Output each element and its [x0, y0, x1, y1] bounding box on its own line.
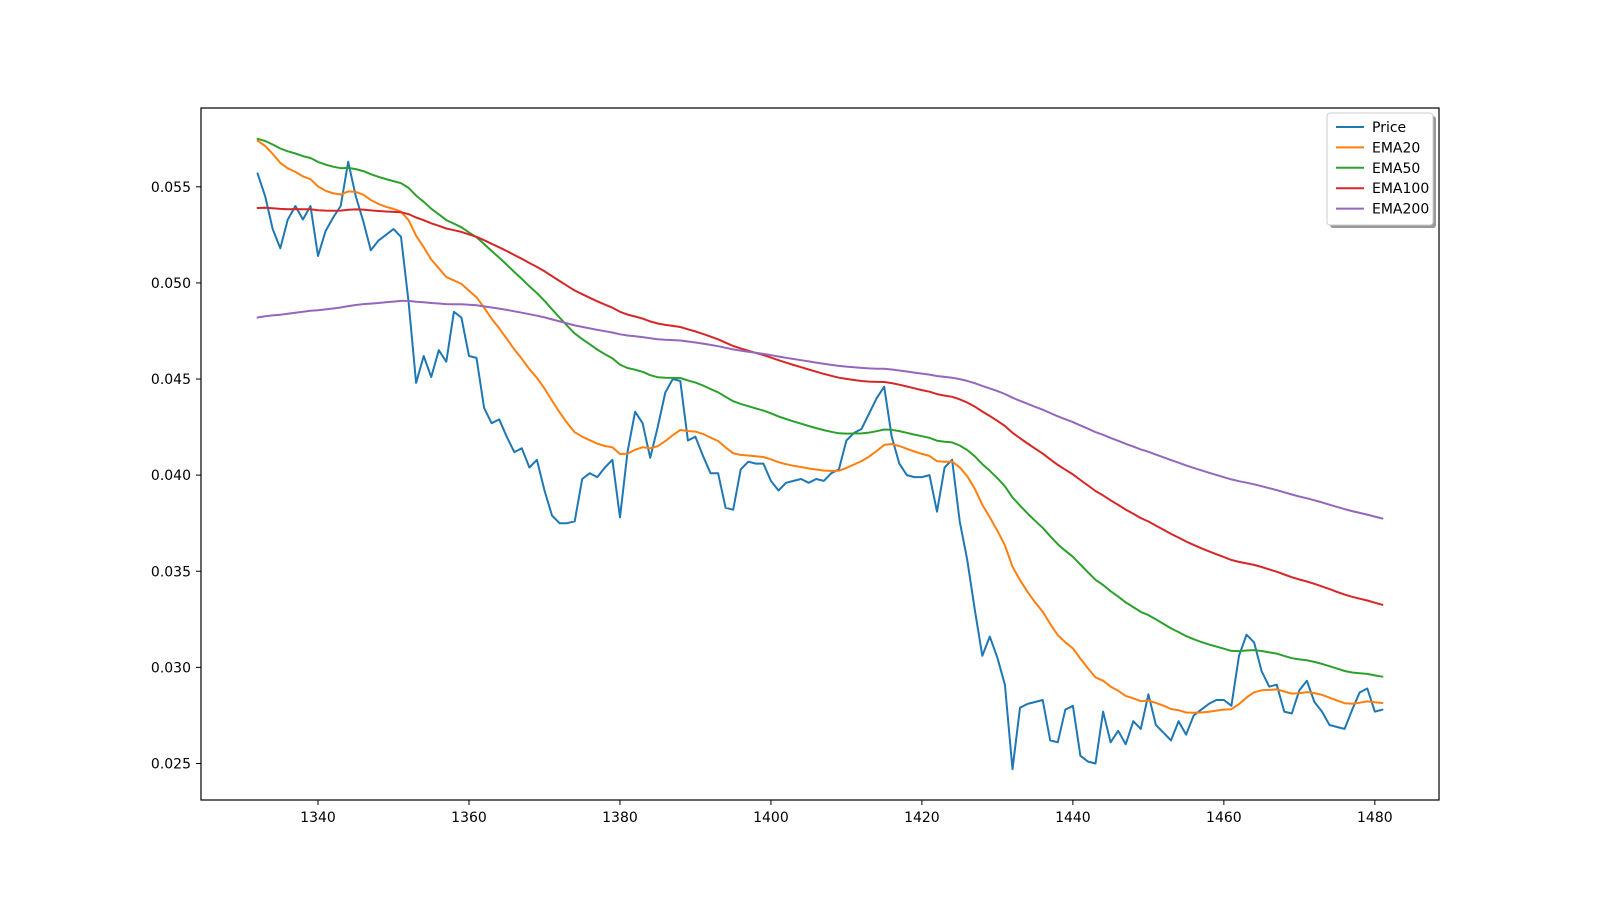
- legend-label-ema100: EMA100: [1372, 181, 1429, 197]
- x-tick-label: 1420: [904, 810, 940, 826]
- x-tick-label: 1360: [451, 810, 487, 826]
- plot-area: [201, 108, 1439, 800]
- x-tick-label: 1400: [753, 810, 789, 826]
- series-line-price: [256, 160, 1384, 771]
- series-line-ema200: [256, 299, 1384, 520]
- axes-ticks: 1340 1360 1380 1400 1420 1440 1460 1480 0.025 0.0…: [151, 180, 1393, 826]
- y-tick-label: 0.025: [151, 756, 191, 772]
- legend-label-price: Price: [1372, 120, 1406, 136]
- y-tick-label: 0.030: [151, 660, 191, 676]
- y-tick-label: 0.055: [151, 180, 191, 196]
- y-tick-label: 0.045: [151, 372, 191, 388]
- legend: Price EMA20 EMA50 EMA100 EMA200: [1326, 112, 1436, 228]
- legend-label-ema200: EMA200: [1372, 202, 1429, 218]
- y-tick-label: 0.040: [151, 468, 191, 484]
- series-line-ema20: [256, 139, 1384, 714]
- x-tick-label: 1340: [300, 810, 336, 826]
- legend-box: [1326, 112, 1434, 226]
- series-line-ema50: [256, 137, 1384, 678]
- legend-label-ema20: EMA20: [1372, 140, 1420, 156]
- x-tick-label: 1440: [1055, 810, 1091, 826]
- x-tick-label: 1380: [602, 810, 638, 826]
- y-tick-label: 0.035: [151, 564, 191, 580]
- x-tick-label: 1460: [1206, 810, 1242, 826]
- series-group: [256, 137, 1384, 771]
- x-tick-label: 1480: [1357, 810, 1393, 826]
- y-tick-label: 0.050: [151, 276, 191, 292]
- series-line-ema100: [256, 206, 1384, 606]
- plot-border: [200, 107, 1440, 801]
- legend-label-ema50: EMA50: [1372, 161, 1420, 177]
